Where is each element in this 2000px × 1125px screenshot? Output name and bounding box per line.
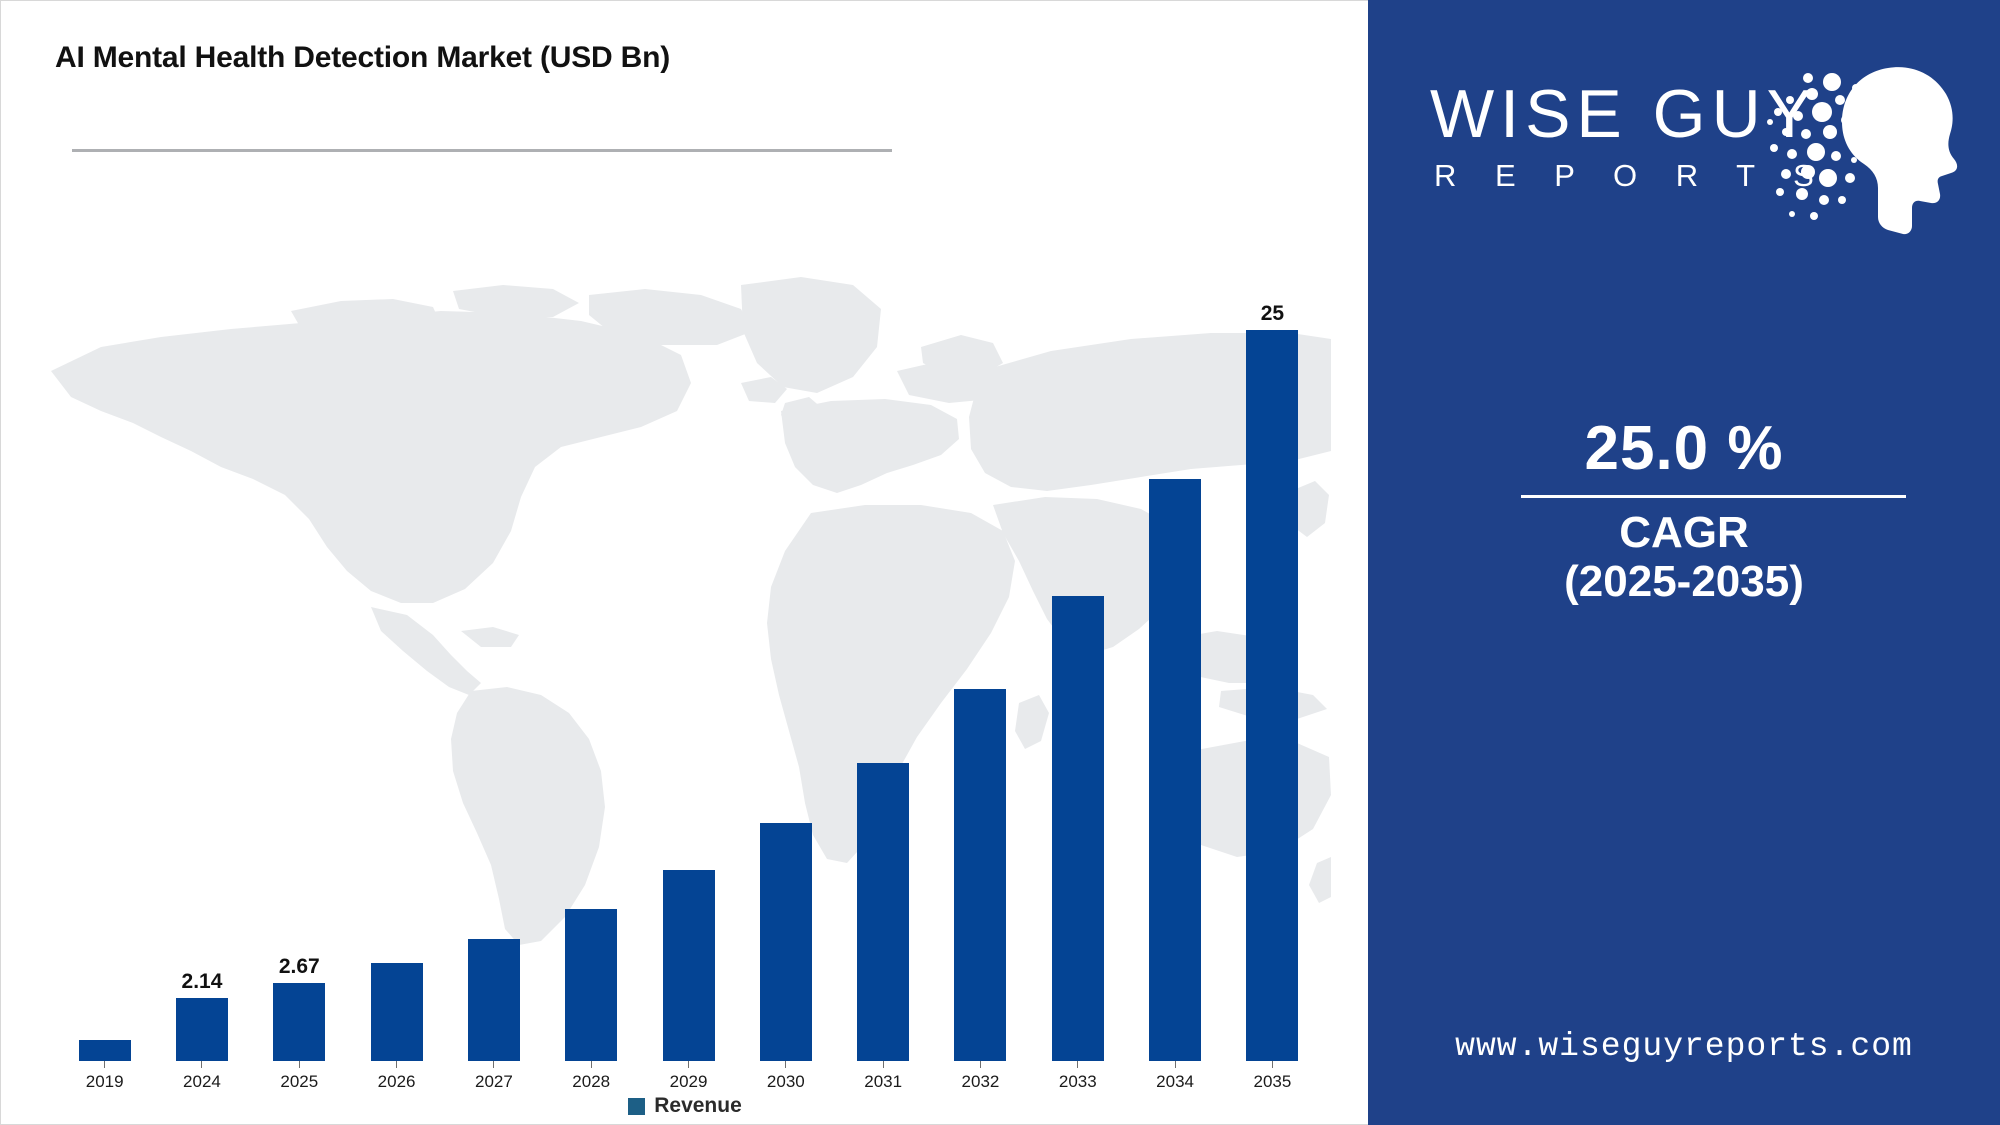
logo-wordmark: WISE GUY — [1430, 76, 1819, 152]
website-url[interactable]: www.wiseguyreports.com — [1455, 1028, 1913, 1065]
bar-slot — [543, 231, 640, 1061]
x-axis-slot: 2027 — [445, 1061, 542, 1111]
chart-legend: Revenue — [1, 1094, 1368, 1118]
x-tick — [1271, 1061, 1273, 1068]
bar-value-label: 2.14 — [181, 970, 223, 993]
bar-2035[interactable] — [1246, 330, 1299, 1061]
x-axis-label: 2035 — [1253, 1072, 1292, 1091]
bar-slot — [737, 231, 834, 1061]
plot-area: 2.14 2.67 — [56, 231, 1321, 1061]
bar-2032[interactable] — [954, 689, 1007, 1061]
bar-2033[interactable] — [1051, 596, 1104, 1061]
x-tick — [1174, 1061, 1176, 1068]
title-divider — [72, 149, 892, 152]
bar-slot — [1126, 231, 1223, 1061]
bar-2028[interactable] — [565, 909, 618, 1061]
bar-2026[interactable] — [370, 963, 423, 1061]
bar-2034[interactable] — [1149, 479, 1202, 1061]
bar-2030[interactable] — [759, 823, 812, 1061]
bar-slot: 2.14 — [153, 231, 250, 1061]
legend-label: Revenue — [654, 1094, 742, 1117]
page-title: AI Mental Health Detection Market (USD B… — [55, 41, 671, 74]
x-axis-slot: 2031 — [835, 1061, 932, 1111]
x-tick — [785, 1061, 787, 1068]
x-axis-label: 2030 — [766, 1072, 805, 1091]
x-axis-slot: 2035 — [1224, 1061, 1321, 1111]
x-axis-label: 2024 — [183, 1072, 221, 1091]
x-tick — [201, 1061, 203, 1068]
cagr-label: CAGR (2025-2035) — [1368, 508, 2000, 607]
bar-2027[interactable] — [467, 939, 520, 1061]
x-axis-slot: 2030 — [737, 1061, 834, 1111]
x-axis: 2019 2024 2025 2026 2027 2028 — [56, 1061, 1321, 1111]
x-tick — [493, 1061, 495, 1068]
x-axis-slot: 2034 — [1126, 1061, 1223, 1111]
x-axis-label: 2025 — [280, 1072, 319, 1091]
bar-2029[interactable] — [662, 870, 715, 1061]
x-axis-slot: 2026 — [348, 1061, 445, 1111]
bar-2025[interactable] — [273, 983, 326, 1061]
x-tick — [979, 1061, 981, 1068]
brand-logo[interactable]: WISE GUY R E P O R T S — [1368, 48, 2000, 238]
bar-value-label: 2.67 — [278, 955, 320, 978]
x-axis-label: 2027 — [474, 1072, 513, 1091]
x-axis-slot: 2019 — [56, 1061, 153, 1111]
x-tick — [882, 1061, 884, 1068]
cagr-label-line2: (2025-2035) — [1564, 557, 1804, 607]
cagr-value: 25.0 % — [1584, 414, 1784, 483]
x-tick — [104, 1061, 106, 1068]
bar-slot: 25 — [1224, 231, 1321, 1061]
bar-slot — [1029, 231, 1126, 1061]
x-axis-slot: 2028 — [543, 1061, 640, 1111]
bar-2024[interactable] — [175, 998, 228, 1061]
bar-slot: 2.67 — [251, 231, 348, 1061]
x-axis-label: 2031 — [864, 1072, 903, 1091]
x-tick — [590, 1061, 592, 1068]
x-axis-slot: 2033 — [1029, 1061, 1126, 1111]
cagr-label-line1: CAGR — [1619, 508, 1749, 557]
bar-slot — [932, 231, 1029, 1061]
x-axis-slot: 2024 — [153, 1061, 250, 1111]
x-axis-slot: 2029 — [640, 1061, 737, 1111]
logo-subwordmark: R E P O R T S — [1434, 158, 1829, 193]
brand-panel: WISE GUY R E P O R T S — [1368, 0, 2000, 1125]
x-axis-label: 2019 — [85, 1072, 124, 1091]
chart-panel: AI Mental Health Detection Market (USD B… — [0, 0, 1368, 1125]
x-axis-label: 2032 — [961, 1072, 1000, 1091]
bar-2019[interactable] — [78, 1040, 131, 1061]
dotted-head-profile-icon — [1762, 60, 1972, 235]
bar-series: 2.14 2.67 — [56, 231, 1321, 1061]
legend-swatch-icon — [628, 1097, 646, 1115]
bar-slot — [348, 231, 445, 1061]
x-axis-label: 2034 — [1156, 1072, 1194, 1091]
x-tick — [688, 1061, 690, 1068]
bar-slot — [640, 231, 737, 1061]
x-tick — [396, 1061, 398, 1068]
x-tick — [298, 1061, 300, 1068]
bar-slot — [56, 231, 153, 1061]
x-axis-label: 2028 — [572, 1072, 611, 1091]
bar-value-label: 25 — [1260, 302, 1285, 325]
bar-slot — [835, 231, 932, 1061]
bar-slot — [445, 231, 542, 1061]
x-axis-label: 2029 — [669, 1072, 708, 1091]
x-tick — [1077, 1061, 1079, 1068]
x-axis-label: 2026 — [377, 1072, 416, 1091]
x-axis-slot: 2032 — [932, 1061, 1029, 1111]
cagr-divider — [1521, 495, 1906, 498]
x-axis-slot: 2025 — [251, 1061, 348, 1111]
x-axis-label: 2033 — [1058, 1072, 1097, 1091]
bar-2031[interactable] — [857, 763, 910, 1061]
